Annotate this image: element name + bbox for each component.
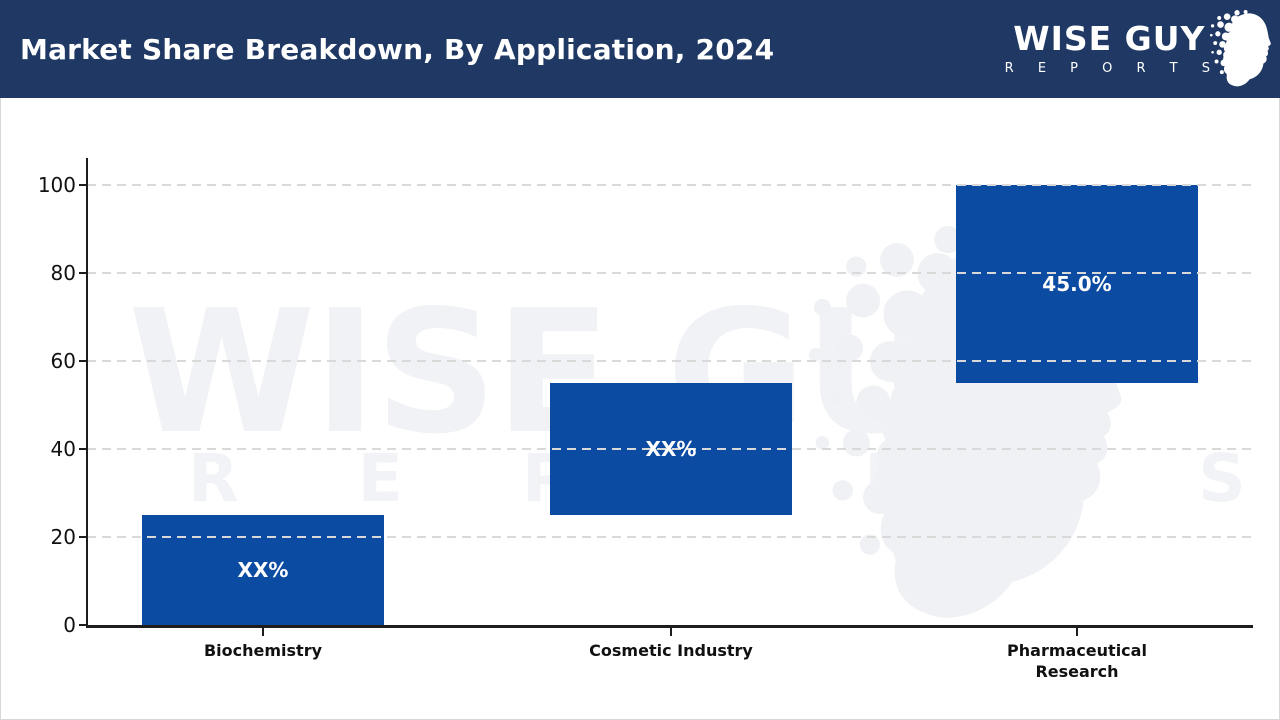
bar-value-label: XX% [237, 558, 289, 582]
x-tick-label: Pharmaceutical Research [1007, 641, 1147, 681]
y-tick-label: 60 [50, 349, 76, 373]
gridline-20 [87, 536, 1253, 538]
y-tick-label: 80 [50, 261, 76, 285]
x-tick-label: Cosmetic Industry [589, 641, 753, 660]
bar-pharmaceutical-research [956, 185, 1198, 383]
bar-value-label: XX% [645, 437, 697, 461]
y-tickmark [79, 536, 87, 538]
gridline-100 [87, 184, 1253, 186]
x-tick-label: Biochemistry [203, 641, 323, 660]
y-tickmark [79, 360, 87, 362]
logo-wordmark: WISE GUY [1013, 19, 1206, 58]
bar-biochemistry [142, 515, 384, 625]
header: Market Share Breakdown, By Application, … [0, 0, 1280, 98]
bar-value-label: 45.0% [1042, 272, 1112, 296]
y-tickmark [79, 272, 87, 274]
x-tickmark [1076, 628, 1078, 636]
y-tickmark [79, 184, 87, 186]
x-tickmark [670, 628, 672, 636]
y-tick-label: 0 [63, 613, 76, 637]
y-tick-label: 100 [37, 173, 76, 197]
y-axis-line [86, 158, 88, 628]
gridline-40 [87, 448, 1253, 450]
y-tick-label: 40 [50, 437, 76, 461]
logo-text: WISE GUY R E P O R T S [999, 22, 1220, 76]
y-tick-label: 20 [50, 525, 76, 549]
x-tickmark [262, 628, 264, 636]
gridline-60 [87, 360, 1253, 362]
logo-subtext: R E P O R T S [1004, 61, 1220, 76]
y-tickmark [79, 448, 87, 450]
y-tickmark [79, 624, 87, 626]
gridline-80 [87, 272, 1253, 274]
wiseguy-logo: WISE GUY R E P O R T S [999, 2, 1272, 96]
page-title: Market Share Breakdown, By Application, … [20, 32, 775, 66]
x-axis-line [86, 625, 1253, 628]
